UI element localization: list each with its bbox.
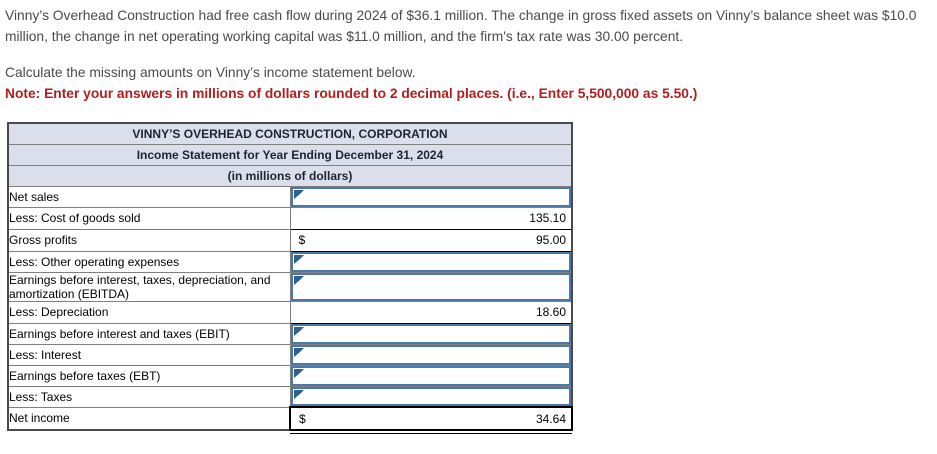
- value-text: 135.10: [529, 211, 566, 225]
- value-wrap: 135.10: [291, 208, 572, 229]
- value-wrap: $95.00: [291, 230, 572, 251]
- row-label-interest: Less: Interest: [7, 343, 291, 366]
- table-row-depreciation: Less: Depreciation 18.60: [7, 300, 573, 324]
- row-label-gross-profits: Gross profits: [7, 228, 291, 252]
- row-label-ebit: Earnings before interest and taxes (EBIT…: [7, 322, 291, 345]
- statement-title-row: VINNY’S OVERHEAD CONSTRUCTION, CORPORATI…: [7, 122, 573, 145]
- row-label-taxes: Less: Taxes: [7, 385, 291, 408]
- statement-subtitle: Income Statement for Year Ending Decembe…: [7, 143, 573, 166]
- table-row-gross-profits: Gross profits $95.00: [7, 228, 573, 252]
- statement-subtitle-row: Income Statement for Year Ending Decembe…: [7, 143, 573, 166]
- table-row-ebit: Earnings before interest and taxes (EBIT…: [7, 322, 573, 345]
- statement-title: VINNY’S OVERHEAD CONSTRUCTION, CORPORATI…: [7, 122, 573, 145]
- answer-field-net-sales[interactable]: [292, 188, 569, 205]
- row-label-other-operating-expenses: Less: Other operating expenses: [7, 250, 291, 273]
- row-value-taxes: [289, 385, 573, 408]
- value-text: 95.00: [535, 233, 566, 247]
- row-label-depreciation: Less: Depreciation: [7, 300, 291, 324]
- currency-symbol: $: [298, 233, 306, 247]
- answer-input-ebt[interactable]: [290, 365, 571, 386]
- answer-input-other-operating-expenses[interactable]: [290, 251, 571, 272]
- answer-field-ebt[interactable]: [292, 367, 569, 384]
- instruction-text: Calculate the missing amounts on Vinny’s…: [5, 65, 416, 80]
- row-value-net-income: $34.64: [289, 406, 573, 435]
- answer-input-net-sales[interactable]: [290, 186, 571, 207]
- row-label-cost-of-goods-sold: Less: Cost of goods sold: [7, 206, 291, 230]
- row-value-ebt: [289, 364, 573, 387]
- row-label-ebt: Earnings before taxes (EBT): [7, 364, 291, 387]
- answer-field-interest[interactable]: [292, 346, 569, 363]
- problem-statement: Vinny’s Overhead Construction had free c…: [5, 8, 917, 44]
- statement-units: (in millions of dollars): [7, 164, 573, 187]
- row-label-net-sales: Net sales: [7, 185, 291, 208]
- value-wrap: $34.64: [291, 408, 571, 429]
- answer-field-ebit[interactable]: [292, 325, 569, 342]
- row-value-ebit: [289, 322, 573, 345]
- income-rows: Net sales Less: Cost of goods sold 135.10 G…: [7, 185, 573, 435]
- table-row-interest: Less: Interest: [7, 343, 573, 366]
- row-value-ebitda: [289, 271, 573, 302]
- table-row-net-sales: Net sales: [7, 185, 573, 208]
- table-row-other-operating-expenses: Less: Other operating expenses: [7, 250, 573, 273]
- row-value-net-sales: [289, 185, 573, 208]
- table-row-taxes: Less: Taxes: [7, 385, 573, 408]
- statement-units-row: (in millions of dollars): [7, 164, 573, 187]
- value-text: 34.64: [535, 411, 566, 426]
- table-row-ebitda: Earnings before interest, taxes, depreci…: [7, 271, 573, 302]
- row-value-cost-of-goods-sold: 135.10: [289, 206, 573, 230]
- income-statement-table: VINNY’S OVERHEAD CONSTRUCTION, CORPORATI…: [7, 122, 573, 435]
- answer-input-ebitda[interactable]: [290, 272, 571, 301]
- row-value-other-operating-expenses: [289, 250, 573, 273]
- answer-field-taxes[interactable]: [292, 388, 569, 404]
- currency-symbol: $: [299, 411, 306, 426]
- answer-input-ebit[interactable]: [290, 323, 571, 344]
- answer-input-interest[interactable]: [290, 344, 571, 365]
- value-wrap: 18.60: [291, 302, 572, 323]
- table-row-net-income: Net income $34.64: [7, 406, 573, 435]
- row-label-net-income: Net income: [7, 406, 291, 431]
- row-label-ebitda: Earnings before interest, taxes, depreci…: [7, 271, 291, 302]
- note-text: Note: Enter your answers in millions of …: [5, 86, 698, 101]
- answer-input-taxes[interactable]: [290, 386, 571, 406]
- row-value-depreciation: 18.60: [289, 300, 573, 324]
- answer-field-other-operating-expenses[interactable]: [292, 253, 569, 270]
- table-row-cost-of-goods-sold: Less: Cost of goods sold 135.10: [7, 206, 573, 230]
- question-page: Vinny’s Overhead Construction had free c…: [5, 8, 917, 435]
- row-value-interest: [289, 343, 573, 366]
- row-value-gross-profits: $95.00: [289, 228, 573, 252]
- answer-field-ebitda[interactable]: [292, 274, 569, 299]
- table-row-ebt: Earnings before taxes (EBT): [7, 364, 573, 387]
- value-text: 18.60: [535, 305, 566, 319]
- statement-header: VINNY’S OVERHEAD CONSTRUCTION, CORPORATI…: [7, 122, 573, 187]
